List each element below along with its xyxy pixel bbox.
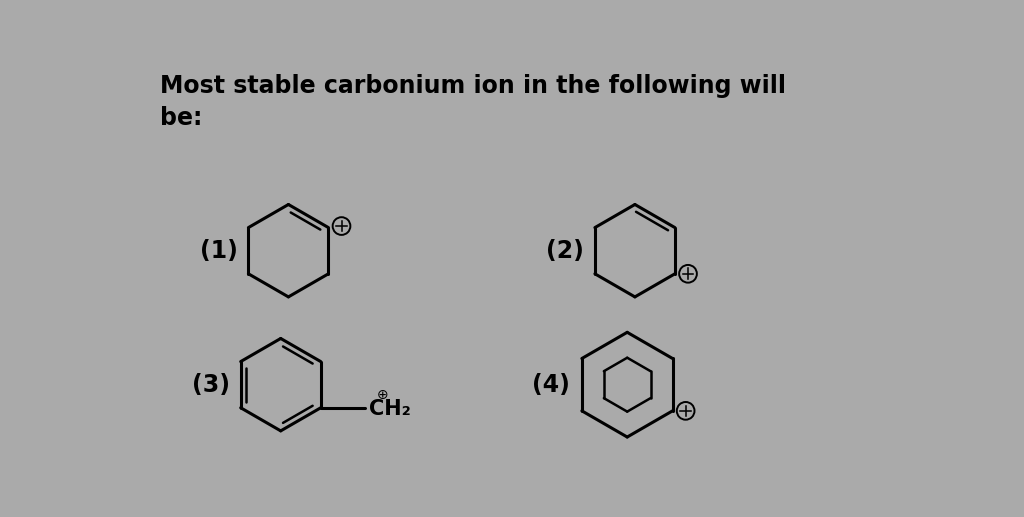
Text: (2): (2): [547, 239, 585, 263]
Text: (3): (3): [193, 373, 230, 397]
Text: ⊕: ⊕: [377, 388, 388, 402]
Text: (4): (4): [532, 373, 570, 397]
Text: CH₂: CH₂: [370, 399, 411, 419]
Text: (1): (1): [200, 239, 238, 263]
Text: be:: be:: [160, 106, 202, 130]
Text: Most stable carbonium ion in the following will: Most stable carbonium ion in the followi…: [160, 73, 785, 98]
